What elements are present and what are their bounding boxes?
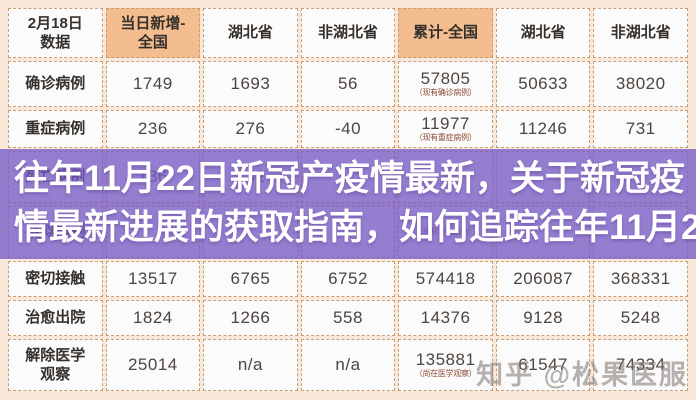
table-cell: 5248	[593, 300, 688, 336]
table-cell: -40	[300, 110, 396, 148]
table-cell: 135881 （尚在医学观察）	[398, 339, 493, 391]
table-cell: 50633	[495, 61, 591, 107]
header-non-hubei-new: 非湖北省	[300, 8, 396, 58]
row-label-confirmed: 确诊病例	[8, 61, 103, 107]
table-cell: 74334	[593, 339, 688, 391]
table-cell: 558	[300, 300, 396, 336]
table-cell: 57805 （现有确诊病例）	[398, 61, 493, 107]
row-label-close-contacts: 密切接触	[8, 261, 103, 297]
table-cell: n/a	[203, 339, 298, 391]
table-cell: 9128	[495, 300, 591, 336]
cell-note: （尚在医学观察）	[414, 369, 477, 379]
table-cell: 11246	[495, 110, 591, 148]
cell-note: （现有重症病例）	[414, 133, 477, 143]
zhihu-watermark: 知乎 @松果医服	[476, 360, 688, 390]
table-cell: 56	[300, 61, 396, 107]
table-cell: 61547	[495, 339, 591, 391]
table-cell: 1693	[203, 61, 298, 107]
table-cell: 731	[593, 110, 688, 148]
table-cell: 574418	[398, 261, 493, 297]
table-cell: 6765	[203, 261, 298, 297]
table-cell: 1749	[105, 61, 201, 107]
table-cell: n/a	[300, 339, 396, 391]
header-cumulative-national: 累计-全国	[398, 8, 493, 58]
table-cell: 1266	[203, 300, 298, 336]
headline-line-2: 情最新进展的获取指南，如何追踪往年11月2	[14, 208, 696, 247]
cell-note: （现有确诊病例）	[414, 88, 477, 98]
headline-line-1: 往年11月22日新冠产疫情最新，关于新冠疫	[14, 159, 685, 198]
table-cell: 6752	[300, 261, 396, 297]
table-cell: 11977 （现有重症病例）	[398, 110, 493, 148]
header-hubei-cum: 湖北省	[495, 8, 591, 58]
header-daily-new-national: 当日新增- 全国	[105, 8, 201, 58]
table-cell: 13517	[105, 261, 201, 297]
table-cell: 276	[203, 110, 298, 148]
headline-banner-overlay: 往年11月22日新冠产疫情最新，关于新冠疫 情最新进展的获取指南，如何追踪往年1…	[0, 149, 696, 259]
table-cell: 25014	[105, 339, 201, 391]
table-cell: 206087	[495, 261, 591, 297]
table-cell: 236	[105, 110, 201, 148]
row-label-recovered: 治愈出院	[8, 300, 103, 336]
header-non-hubei-cum: 非湖北省	[593, 8, 688, 58]
header-hubei-new: 湖北省	[203, 8, 298, 58]
header-date: 2月18日 数据	[8, 8, 103, 58]
table-cell: 368331	[593, 261, 688, 297]
table-cell: 14376	[398, 300, 493, 336]
row-label-released-observation: 解除医学 观察	[8, 339, 103, 391]
row-label-severe: 重症病例	[8, 110, 103, 148]
table-cell: 38020	[593, 61, 688, 107]
table-cell: 1824	[105, 300, 201, 336]
